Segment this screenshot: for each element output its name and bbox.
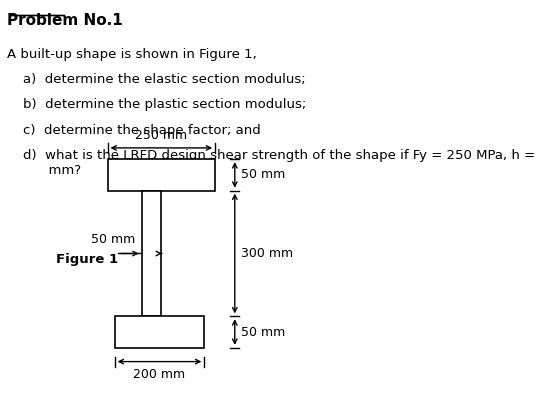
- Text: A built-up shape is shown in Figure 1,: A built-up shape is shown in Figure 1,: [7, 48, 257, 61]
- Text: 50 mm: 50 mm: [91, 233, 135, 246]
- Text: Figure 1: Figure 1: [55, 253, 118, 266]
- Bar: [108, 159, 215, 191]
- Text: 50 mm: 50 mm: [241, 326, 286, 339]
- Text: c)  determine the shape factor; and: c) determine the shape factor; and: [23, 124, 261, 137]
- Text: 50 mm: 50 mm: [241, 168, 286, 181]
- Text: 200 mm: 200 mm: [133, 368, 186, 381]
- Bar: [115, 316, 204, 348]
- Bar: [141, 191, 161, 316]
- Text: 300 mm: 300 mm: [241, 247, 293, 260]
- Text: b)  determine the plastic section modulus;: b) determine the plastic section modulus…: [23, 98, 307, 111]
- Text: a)  determine the elastic section modulus;: a) determine the elastic section modulus…: [23, 73, 306, 86]
- Text: Problem No.1: Problem No.1: [7, 13, 123, 28]
- Text: d)  what is the LRFD design shear strength of the shape if Fy = 250 MPa, h = T =: d) what is the LRFD design shear strengt…: [23, 149, 538, 177]
- Text: 250 mm: 250 mm: [135, 129, 187, 142]
